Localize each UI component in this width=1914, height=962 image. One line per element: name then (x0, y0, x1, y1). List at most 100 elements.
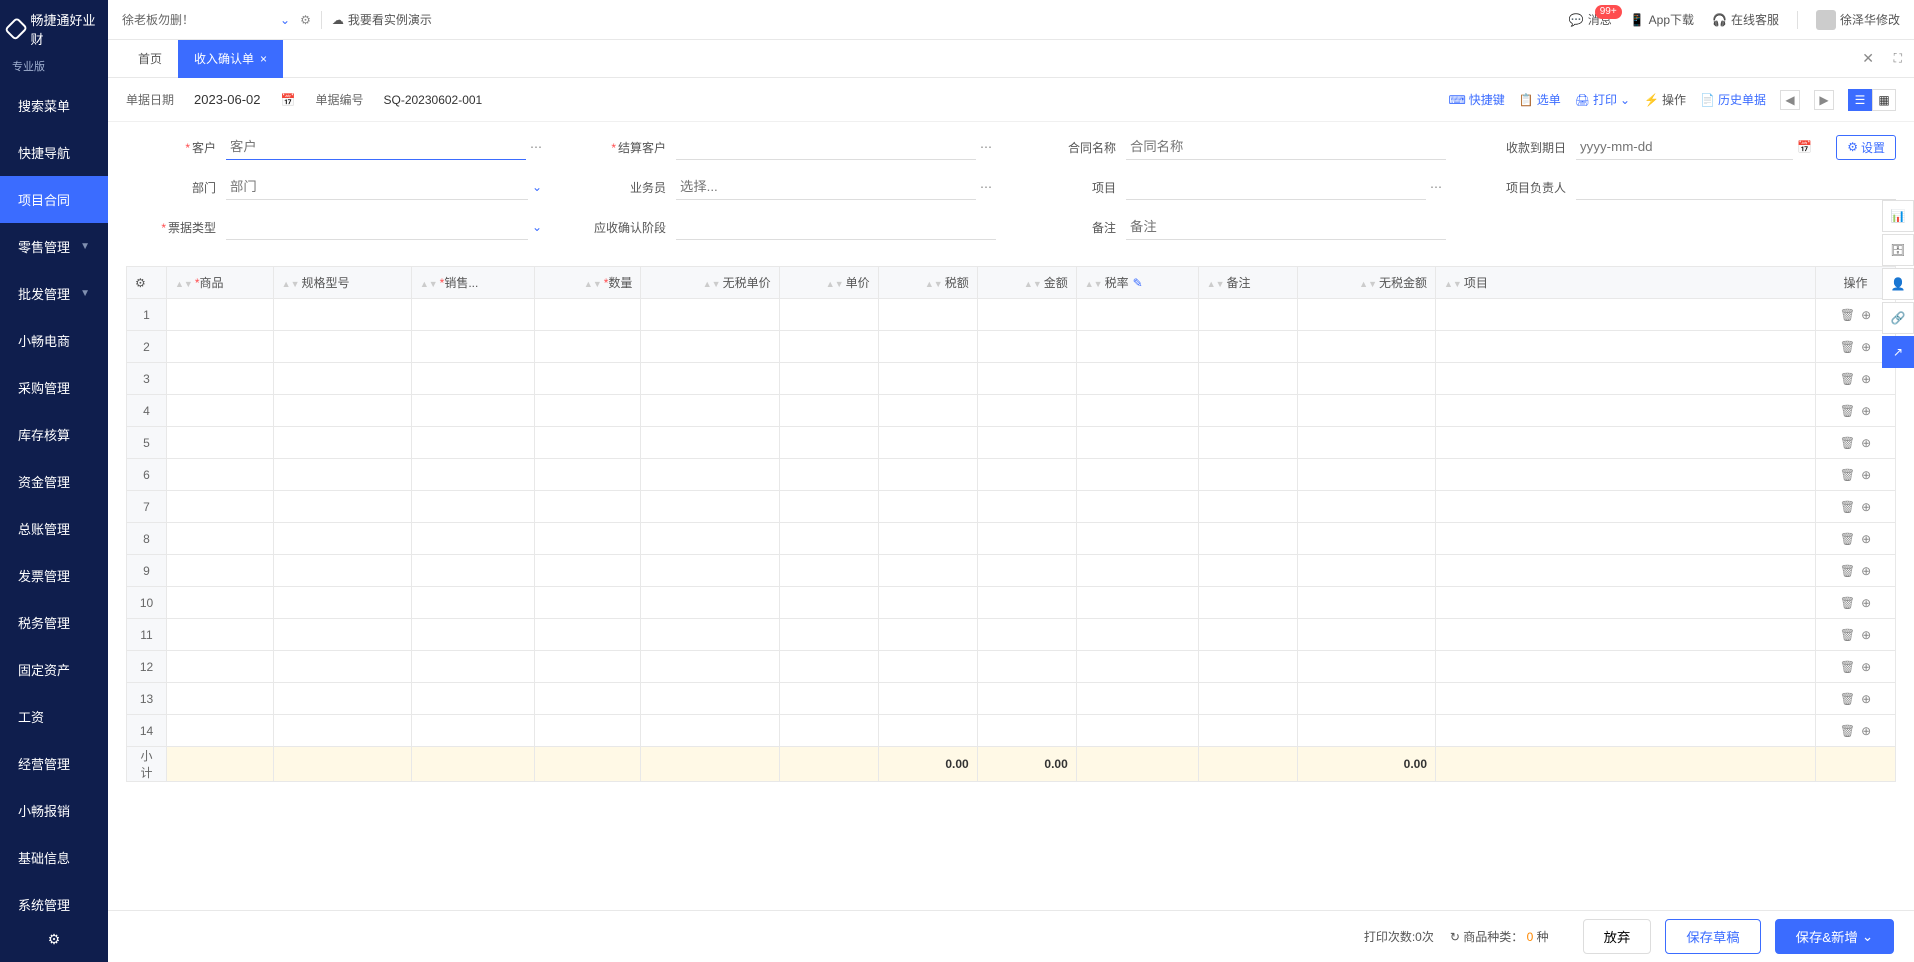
sidebar-item-14[interactable]: 经营管理 (0, 740, 108, 787)
sidebar-item-16[interactable]: 基础信息 (0, 834, 108, 881)
edit-icon[interactable]: ✎ (1133, 276, 1143, 290)
tab-home[interactable]: 首页 (122, 40, 178, 78)
project-owner-input[interactable] (1576, 174, 1896, 200)
copy-icon[interactable]: ⊕ (1861, 404, 1871, 418)
col-project[interactable]: ▲▼项目 (1436, 267, 1816, 299)
close-all-tabs-button[interactable]: ✕ (1862, 50, 1874, 67)
side-tool-3[interactable]: 👤 (1882, 268, 1914, 300)
sidebar-item-13[interactable]: 工资 (0, 693, 108, 740)
table-row[interactable]: 13🗑⊕ (127, 683, 1896, 715)
save-draft-button[interactable]: 保存草稿 (1665, 919, 1760, 954)
delete-icon[interactable]: 🗑 (1840, 532, 1855, 546)
demo-link[interactable]: ☁ 我要看实例演示 (332, 11, 432, 28)
sidebar-item-15[interactable]: 小畅报销 (0, 787, 108, 834)
chevron-down-icon[interactable]: ⌄ (528, 220, 546, 234)
copy-icon[interactable]: ⊕ (1861, 372, 1871, 386)
col-taxrate[interactable]: ▲▼税率✎ (1076, 267, 1198, 299)
copy-icon[interactable]: ⊕ (1861, 596, 1871, 610)
close-icon[interactable]: × (260, 52, 267, 66)
gear-icon[interactable]: ⚙ (300, 13, 311, 27)
table-row[interactable]: 3🗑⊕ (127, 363, 1896, 395)
settle-customer-input[interactable] (676, 134, 976, 160)
delete-icon[interactable]: 🗑 (1840, 628, 1855, 642)
table-row[interactable]: 8🗑⊕ (127, 523, 1896, 555)
chevron-down-icon[interactable]: ⌄ (528, 180, 546, 194)
remark-input[interactable] (1126, 214, 1446, 240)
select-doc-button[interactable]: 📋 选单 (1519, 91, 1561, 108)
settings-button[interactable]: ⚙ 设置 (1836, 135, 1896, 160)
tab-revenue-confirm[interactable]: 收入确认单 × (178, 40, 283, 78)
org-selector[interactable]: 徐老板勿删！ ⌄ (122, 11, 290, 28)
sidebar-item-10[interactable]: 发票管理 (0, 552, 108, 599)
more-icon[interactable]: ⋯ (976, 140, 996, 154)
side-tool-4[interactable]: 🔗 (1882, 302, 1914, 334)
copy-icon[interactable]: ⊕ (1861, 564, 1871, 578)
due-date-input[interactable] (1576, 134, 1793, 160)
table-row[interactable]: 12🗑⊕ (127, 651, 1896, 683)
shortcut-button[interactable]: ⌨ 快捷键 (1448, 91, 1504, 108)
sidebar-item-8[interactable]: 资金管理 (0, 458, 108, 505)
invoice-type-input[interactable] (226, 214, 528, 240)
dept-input[interactable] (226, 174, 528, 200)
sidebar-item-11[interactable]: 税务管理 (0, 599, 108, 646)
more-icon[interactable]: ⋯ (1426, 180, 1446, 194)
sidebar-settings-icon[interactable]: ⚙ (0, 917, 108, 962)
copy-icon[interactable]: ⊕ (1861, 468, 1871, 482)
table-row[interactable]: 2🗑⊕ (127, 331, 1896, 363)
sidebar-item-5[interactable]: 小畅电商 (0, 317, 108, 364)
messages-button[interactable]: 💬 消息 99+ (1569, 11, 1612, 28)
delete-icon[interactable]: 🗑 (1840, 500, 1855, 514)
more-icon[interactable]: ⋯ (526, 140, 546, 154)
sidebar-item-1[interactable]: 快捷导航 (0, 129, 108, 176)
copy-icon[interactable]: ⊕ (1861, 500, 1871, 514)
confirm-stage-input[interactable] (676, 214, 996, 240)
calendar-icon[interactable]: 📅 (281, 93, 296, 107)
delete-icon[interactable]: 🗑 (1840, 404, 1855, 418)
delete-icon[interactable]: 🗑 (1840, 436, 1855, 450)
next-doc-button[interactable]: ▶ (1814, 90, 1834, 110)
delete-icon[interactable]: 🗑 (1840, 372, 1855, 386)
salesman-input[interactable] (676, 174, 976, 200)
save-new-button[interactable]: 保存&新增 ⌄ (1775, 919, 1894, 954)
copy-icon[interactable]: ⊕ (1861, 660, 1871, 674)
table-row[interactable]: 10🗑⊕ (127, 587, 1896, 619)
table-row[interactable]: 6🗑⊕ (127, 459, 1896, 491)
sidebar-item-2[interactable]: 项目合同 (0, 176, 108, 223)
sidebar-item-4[interactable]: 批发管理▼ (0, 270, 108, 317)
col-price[interactable]: ▲▼单价 (779, 267, 878, 299)
delete-icon[interactable]: 🗑 (1840, 308, 1855, 322)
sidebar-item-7[interactable]: 库存核算 (0, 411, 108, 458)
delete-icon[interactable]: 🗑 (1840, 660, 1855, 674)
copy-icon[interactable]: ⊕ (1861, 308, 1871, 322)
sidebar-item-17[interactable]: 系统管理 (0, 881, 108, 917)
table-row[interactable]: 4🗑⊕ (127, 395, 1896, 427)
copy-icon[interactable]: ⊕ (1861, 340, 1871, 354)
prev-doc-button[interactable]: ◀ (1780, 90, 1800, 110)
copy-icon[interactable]: ⊕ (1861, 628, 1871, 642)
col-product[interactable]: ▲▼*商品 (167, 267, 274, 299)
table-row[interactable]: 14🗑⊕ (127, 715, 1896, 747)
fullscreen-icon[interactable]: ⛶ (1894, 51, 1902, 66)
customer-input[interactable] (226, 134, 526, 160)
delete-icon[interactable]: 🗑 (1840, 724, 1855, 738)
side-tool-5[interactable]: ↗ (1882, 336, 1914, 368)
user-menu[interactable]: 徐泽华修改 (1816, 10, 1900, 30)
ops-button[interactable]: ⚡ 操作 (1644, 91, 1686, 108)
col-tax[interactable]: ▲▼税额 (878, 267, 977, 299)
sidebar-item-3[interactable]: 零售管理▼ (0, 223, 108, 270)
copy-icon[interactable]: ⊕ (1861, 532, 1871, 546)
project-input[interactable] (1126, 174, 1426, 200)
side-tool-1[interactable]: 📊 (1882, 200, 1914, 232)
table-row[interactable]: 5🗑⊕ (127, 427, 1896, 459)
delete-icon[interactable]: 🗑 (1840, 564, 1855, 578)
table-row[interactable]: 9🗑⊕ (127, 555, 1896, 587)
col-gear[interactable]: ⚙ (127, 267, 167, 299)
app-download-button[interactable]: 📱 App下载 (1630, 11, 1694, 28)
more-icon[interactable]: ⋯ (976, 180, 996, 194)
delete-icon[interactable]: 🗑 (1840, 340, 1855, 354)
col-note[interactable]: ▲▼备注 (1198, 267, 1297, 299)
delete-icon[interactable]: 🗑 (1840, 468, 1855, 482)
calendar-icon[interactable]: 📅 (1793, 140, 1816, 154)
delete-icon[interactable]: 🗑 (1840, 596, 1855, 610)
view-list-button[interactable]: ☰ (1848, 89, 1872, 111)
